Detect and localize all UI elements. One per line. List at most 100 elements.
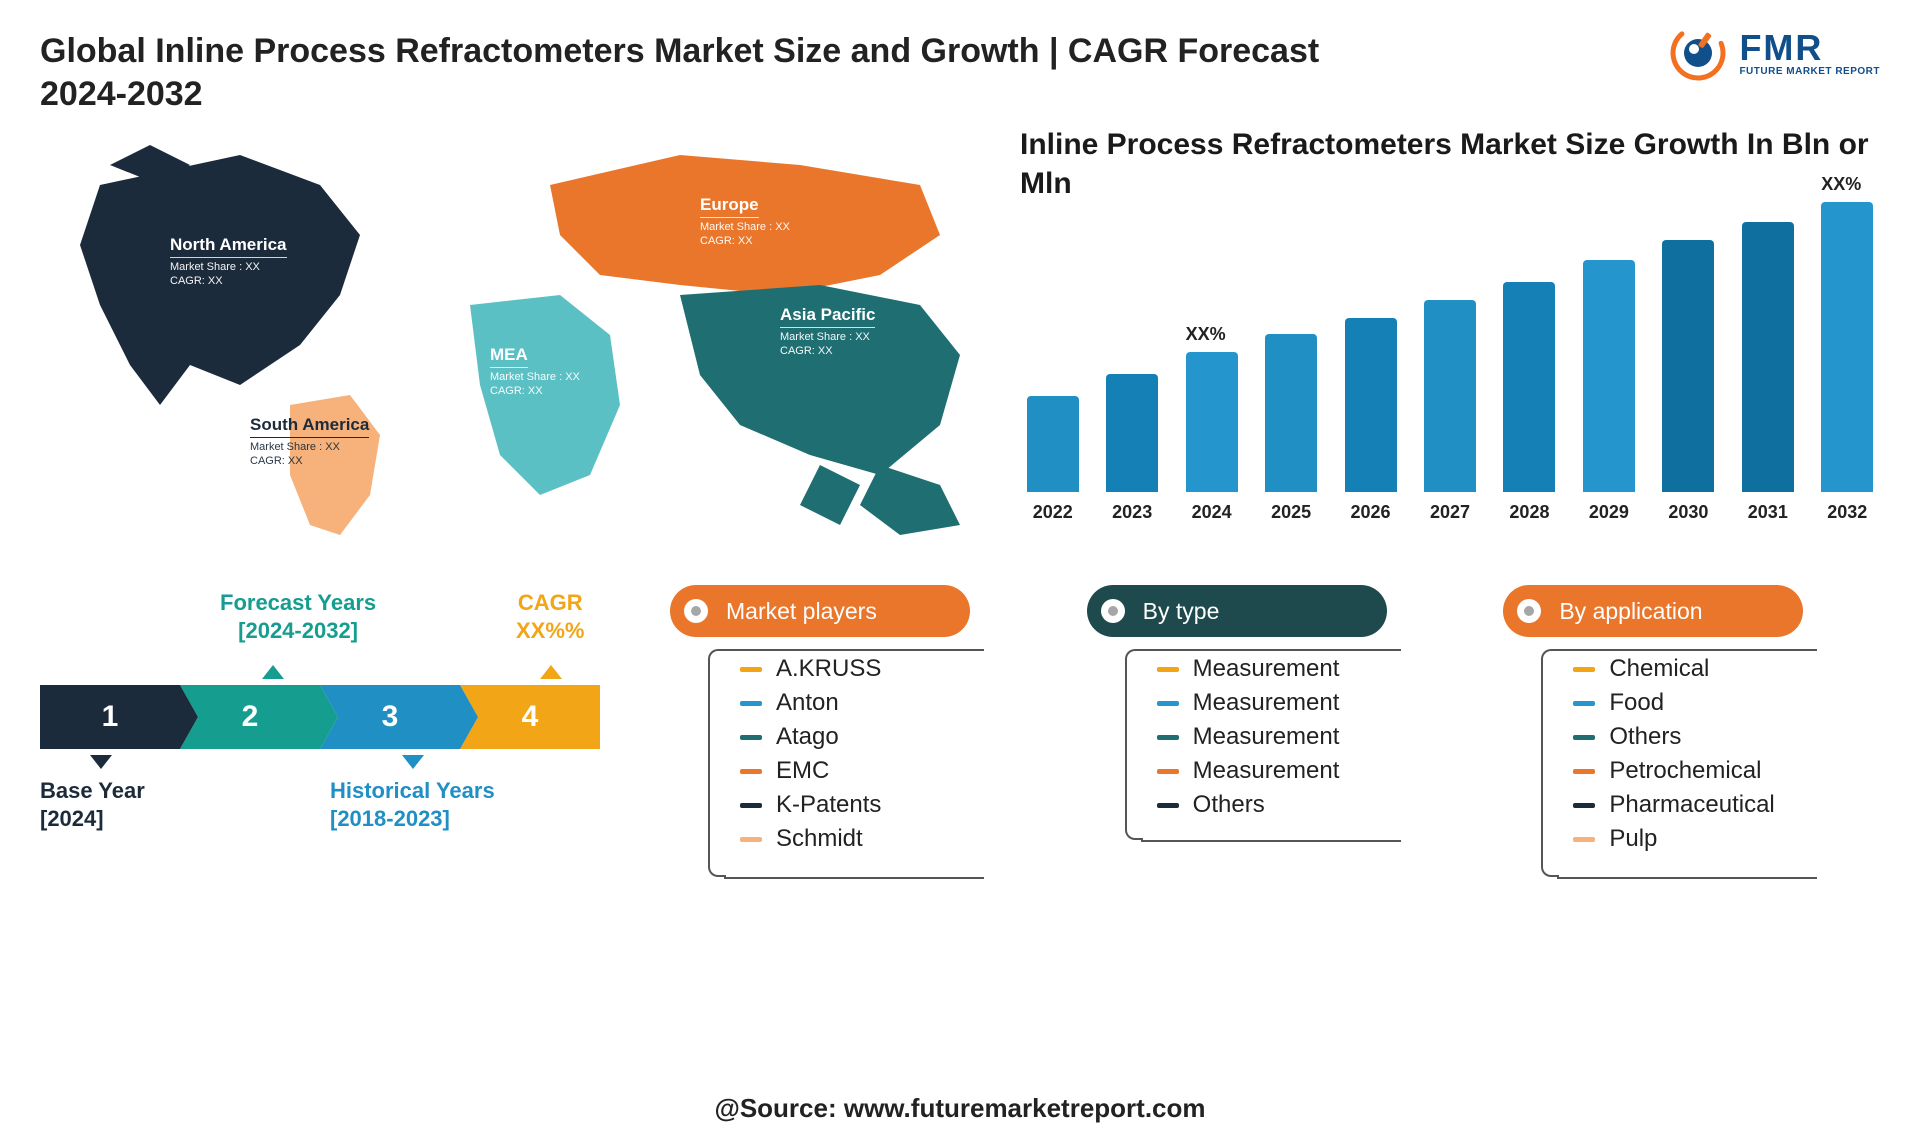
bar-year-label: 2024	[1192, 502, 1232, 523]
timeline-segment: 2	[180, 685, 320, 749]
pill-dot-icon	[684, 599, 708, 623]
lower-row: Forecast Years [2024-2032] CAGR XX%% 123…	[40, 585, 1880, 865]
dash-icon	[1157, 701, 1179, 706]
dash-icon	[740, 667, 762, 672]
caption-cagr: CAGR XX%%	[516, 589, 584, 644]
bar-col: 2023	[1099, 374, 1164, 523]
fmr-logo-text: FMR FUTURE MARKET REPORT	[1739, 30, 1880, 77]
bar	[1503, 282, 1555, 492]
category-item-label: Others	[1609, 723, 1681, 751]
category-item: EMC	[740, 757, 1047, 785]
bar	[1265, 334, 1317, 492]
timeline-segment: 3	[320, 685, 460, 749]
bar-col: 2022	[1020, 396, 1085, 523]
timeline-segment: 4	[460, 685, 600, 749]
dash-icon	[1573, 837, 1595, 842]
fmr-logo: FMR FUTURE MARKET REPORT	[1667, 22, 1880, 84]
source-line: @Source: www.futuremarketreport.com	[714, 1093, 1205, 1124]
bar-year-label: 2028	[1509, 502, 1549, 523]
bar-col: 2029	[1576, 260, 1641, 523]
dash-icon	[1573, 735, 1595, 740]
category-item-label: Measurement	[1193, 689, 1340, 717]
category-item: Measurement	[1157, 757, 1464, 785]
upper-row: North AmericaMarket Share : XXCAGR: XXSo…	[40, 125, 1880, 545]
caption-forecast-l1: Forecast Years	[220, 589, 376, 617]
category-item-label: Others	[1193, 791, 1265, 819]
bar-year-label: 2023	[1112, 502, 1152, 523]
category-item: Food	[1573, 689, 1880, 717]
dash-icon	[1157, 735, 1179, 740]
timeline-block: Forecast Years [2024-2032] CAGR XX%% 123…	[40, 585, 640, 865]
logo-fmr-text: FMR	[1739, 30, 1880, 66]
category-item: Measurement	[1157, 723, 1464, 751]
infographic-container: FMR FUTURE MARKET REPORT Global Inline P…	[0, 0, 1920, 1146]
category-item-label: Measurement	[1193, 655, 1340, 683]
category-list: Measurement Measurement Measurement Measure…	[1157, 655, 1464, 819]
bracket-top-line	[724, 649, 984, 651]
category-pill-label: By application	[1559, 598, 1702, 625]
category-list: A.KRUSS Anton Atago EMC K-Patents Schmidt	[740, 655, 1047, 853]
category-item: Pharmaceutical	[1573, 791, 1880, 819]
category-item-label: A.KRUSS	[776, 655, 881, 683]
category-item: Anton	[740, 689, 1047, 717]
bracket-bottom-line	[724, 877, 984, 879]
category-item: Others	[1573, 723, 1880, 751]
bracket-top-line	[1141, 649, 1401, 651]
bar	[1583, 260, 1635, 492]
dash-icon	[740, 837, 762, 842]
triangle-down-icon	[90, 755, 112, 769]
category-pill: By application	[1503, 585, 1803, 637]
category-item: Schmidt	[740, 825, 1047, 853]
category-item: K-Patents	[740, 791, 1047, 819]
category-item-label: Measurement	[1193, 757, 1340, 785]
triangle-down-icon	[402, 755, 424, 769]
bracket-line	[1125, 649, 1143, 840]
caption-hist-l2: [2018-2023]	[330, 805, 495, 833]
category-item-label: Atago	[776, 723, 839, 751]
category-item-label: Anton	[776, 689, 839, 717]
world-map: North AmericaMarket Share : XXCAGR: XXSo…	[40, 125, 1000, 545]
category-pill-label: Market players	[726, 598, 877, 625]
category-item-label: Petrochemical	[1609, 757, 1761, 785]
bar-annotation: XX%	[1186, 324, 1226, 345]
caption-hist: Historical Years [2018-2023]	[330, 777, 495, 832]
category-pill-label: By type	[1143, 598, 1220, 625]
bracket-line	[1541, 649, 1559, 877]
category-list: Chemical Food Others Petrochemical Pharmaceu…	[1573, 655, 1880, 853]
caption-base: Base Year [2024]	[40, 777, 145, 832]
pill-dot-icon	[1101, 599, 1125, 623]
category-item: A.KRUSS	[740, 655, 1047, 683]
caption-base-l1: Base Year	[40, 777, 145, 805]
bar-year-label: 2022	[1033, 502, 1073, 523]
dash-icon	[740, 735, 762, 740]
triangle-up-icon	[262, 665, 284, 679]
bar-col: XX% 2032	[1815, 202, 1880, 523]
bar-year-label: 2025	[1271, 502, 1311, 523]
category-cols: Market players A.KRUSS Anton Atago EMC K-Pate…	[670, 585, 1880, 865]
page-title: Global Inline Process Refractometers Mar…	[40, 30, 1320, 115]
category-item-label: Measurement	[1193, 723, 1340, 751]
dash-icon	[1157, 667, 1179, 672]
category-column: Market players A.KRUSS Anton Atago EMC K-Pate…	[670, 585, 1047, 865]
bracket-line	[708, 649, 726, 877]
category-item: Measurement	[1157, 655, 1464, 683]
dash-icon	[1157, 803, 1179, 808]
category-item: Chemical	[1573, 655, 1880, 683]
bar-col: 2028	[1497, 282, 1562, 523]
caption-cagr-l2: XX%%	[516, 617, 584, 645]
category-item-label: Food	[1609, 689, 1664, 717]
dash-icon	[1573, 701, 1595, 706]
category-pill: By type	[1087, 585, 1387, 637]
timeline-pill-row: 1234	[40, 685, 600, 749]
bar	[1027, 396, 1079, 492]
bar: XX%	[1186, 352, 1238, 492]
bar	[1742, 222, 1794, 492]
bar	[1662, 240, 1714, 492]
caption-forecast-l2: [2024-2032]	[220, 617, 376, 645]
bar-year-label: 2032	[1827, 502, 1867, 523]
bar-col: 2030	[1656, 240, 1721, 523]
category-item-label: Chemical	[1609, 655, 1709, 683]
dash-icon	[740, 803, 762, 808]
caption-forecast: Forecast Years [2024-2032]	[220, 589, 376, 644]
bar: XX%	[1821, 202, 1873, 492]
